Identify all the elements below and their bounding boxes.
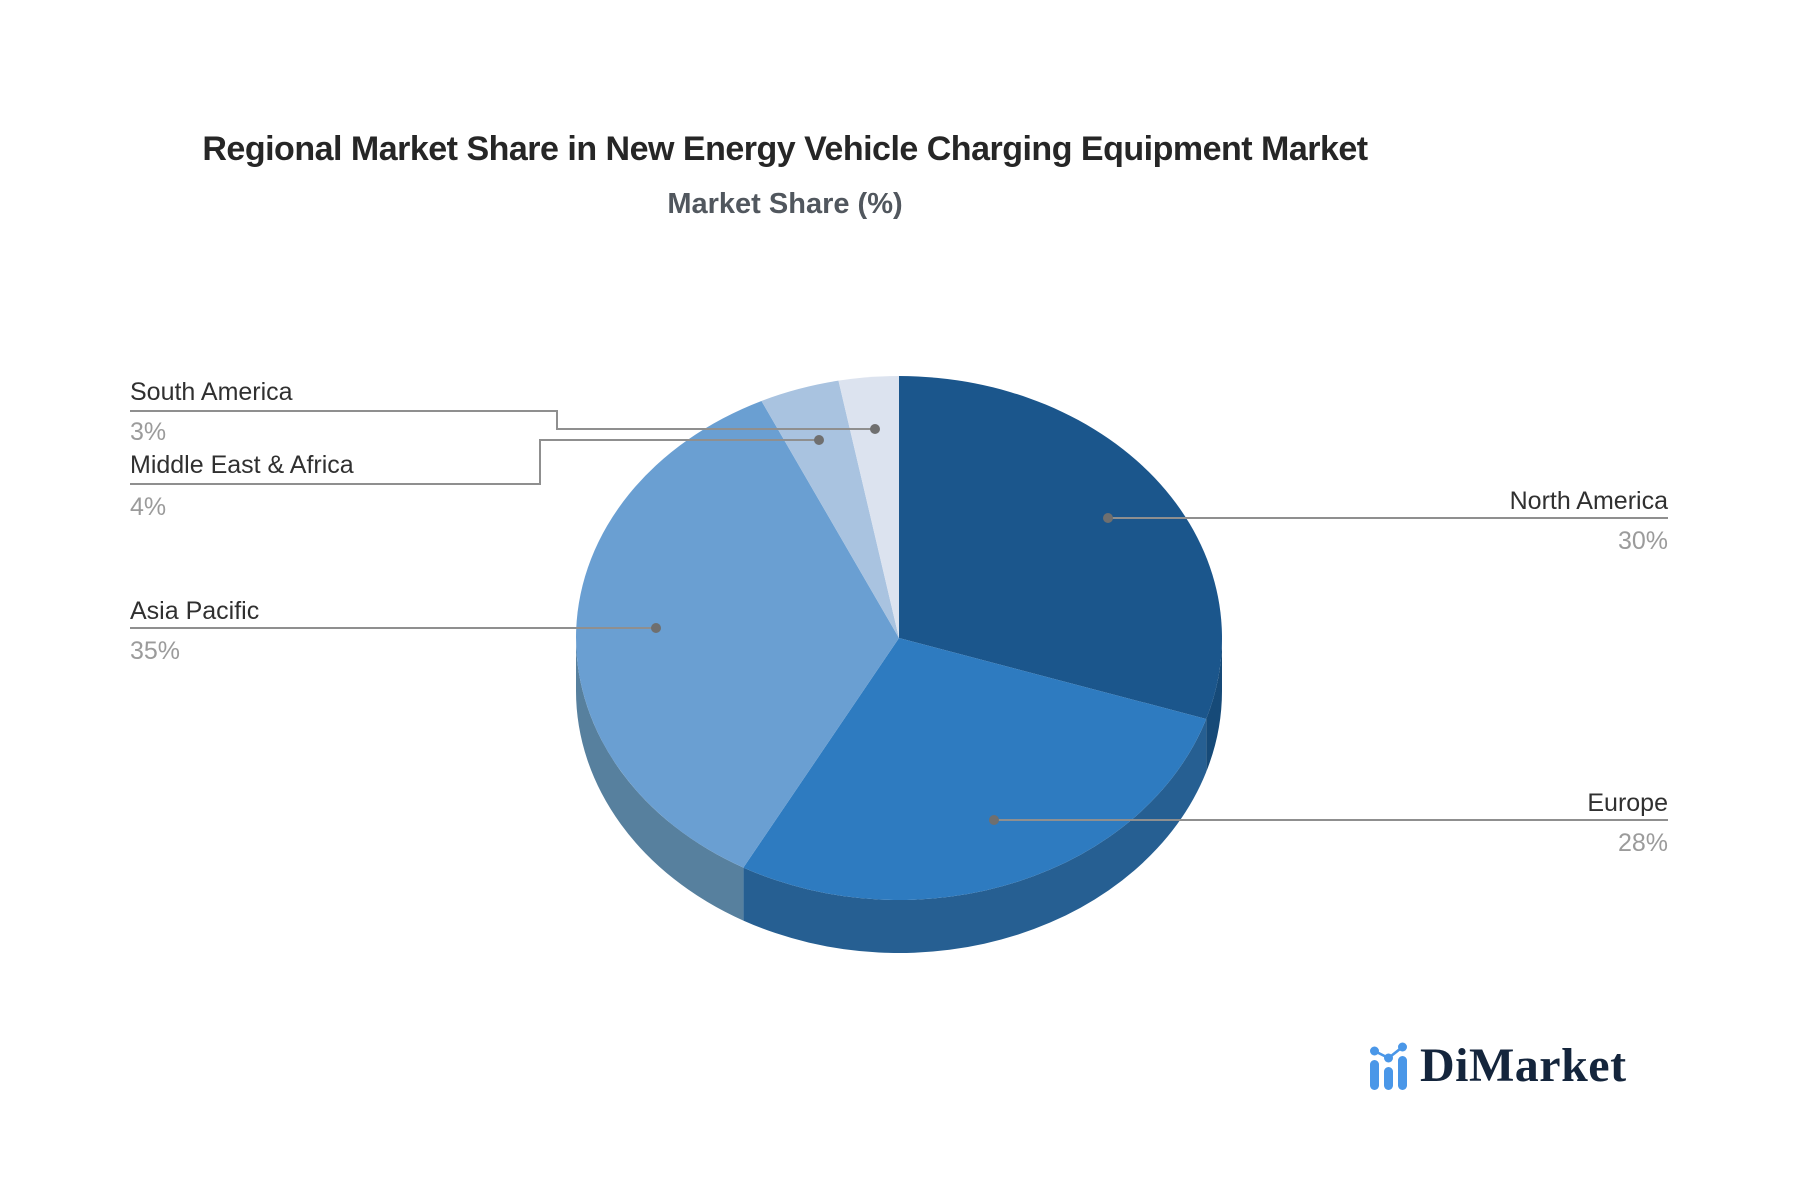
slice-value-north-america: 30% — [1617, 527, 1668, 555]
label-leader-dot — [989, 815, 999, 825]
slice-label-asia-pacific: Asia Pacific — [130, 597, 260, 625]
slice-value-middle-east-africa: 4% — [130, 493, 167, 521]
label-leader-dot — [870, 424, 880, 434]
label-leader-line — [130, 439, 819, 485]
label-leader-dot — [1103, 513, 1113, 523]
pie-slice-north-america[interactable] — [899, 376, 1222, 719]
label-leader-dot — [651, 623, 661, 633]
pie-slice-depth — [1206, 638, 1222, 772]
dimarket-logo-icon — [1370, 1042, 1407, 1090]
slice-value-asia-pacific: 35% — [130, 637, 181, 665]
dimarket-logo-text: DiMarket — [1420, 1039, 1627, 1092]
label-leader-line — [130, 410, 875, 430]
slice-label-europe: Europe — [1587, 789, 1668, 817]
pie-slice-depth — [743, 718, 1207, 953]
pie-slice-south-america[interactable] — [838, 376, 899, 638]
slice-label-south-america: South America — [130, 378, 293, 406]
pie-slice-middle-east-africa[interactable] — [761, 380, 899, 638]
chart-subtitle: Market Share (%) — [667, 188, 903, 220]
pie-slice-europe[interactable] — [743, 638, 1207, 900]
slice-label-middle-east-africa: Middle East & Africa — [130, 451, 354, 479]
slice-label-north-america: North America — [1509, 487, 1668, 515]
slice-value-south-america: 3% — [130, 418, 167, 446]
pie-slice-depth — [576, 638, 744, 921]
pie-slice-asia-pacific[interactable] — [576, 400, 899, 868]
label-leader-dot — [814, 435, 824, 445]
page-title: Regional Market Share in New Energy Vehi… — [202, 130, 1368, 168]
dimarket-logo: DiMarket — [1366, 1042, 1627, 1094]
slice-value-europe: 28% — [1617, 829, 1668, 857]
